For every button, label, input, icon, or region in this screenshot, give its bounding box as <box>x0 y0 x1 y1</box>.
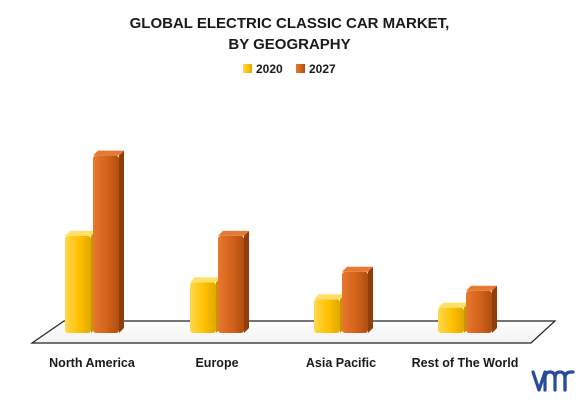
chart-floor <box>30 320 557 344</box>
bar-top-face <box>93 150 124 156</box>
bar-rest-of-the-world-2027 <box>466 285 497 333</box>
bar-asia-pacific-2027 <box>342 266 373 333</box>
category-label-europe: Europe <box>195 356 238 370</box>
bar-asia-pacific-2020 <box>314 294 345 333</box>
bar-north-america-2027 <box>93 150 124 333</box>
bar-top-face <box>314 294 345 300</box>
bar-north-america-2020 <box>65 230 96 333</box>
bar-side-face <box>492 285 497 333</box>
bar-front-face <box>93 155 119 333</box>
chart-title-line-1: GLOBAL ELECTRIC CLASSIC CAR MARKET, <box>130 15 450 32</box>
bar-front-face <box>342 271 368 333</box>
bar-europe-2020 <box>190 277 221 333</box>
bar-top-face <box>438 302 469 308</box>
bar-front-face <box>466 290 492 333</box>
legend-swatch-2027 <box>296 64 305 73</box>
category-label-asia-pacific: Asia Pacific <box>306 356 376 370</box>
bar-top-face <box>190 277 221 283</box>
bar-top-face <box>466 285 497 291</box>
bar-front-face <box>438 307 464 333</box>
category-label-north-america: North America <box>49 356 136 370</box>
legend-label-2027: 2027 <box>309 62 336 76</box>
category-label-rest-of-the-world: Rest of The World <box>412 356 519 370</box>
bar-front-face <box>218 235 244 333</box>
bar-side-face <box>119 150 124 333</box>
legend-swatch-2020 <box>243 64 252 73</box>
bar-front-face <box>314 299 340 333</box>
bar-side-face <box>244 230 249 333</box>
bar-europe-2027 <box>218 230 249 333</box>
vmr-logo-icon <box>531 370 575 392</box>
legend: 2020 2027 <box>243 62 336 76</box>
bars-group <box>65 150 497 333</box>
bar-front-face <box>65 235 91 333</box>
chart-title-line-2: BY GEOGRAPHY <box>228 36 350 53</box>
bar-front-face <box>190 282 216 333</box>
bar-top-face <box>65 230 96 236</box>
bar-top-face <box>342 266 373 272</box>
bar-top-face <box>218 230 249 236</box>
legend-label-2020: 2020 <box>256 62 283 76</box>
bar-rest-of-the-world-2020 <box>438 302 469 333</box>
bar-side-face <box>368 266 373 333</box>
